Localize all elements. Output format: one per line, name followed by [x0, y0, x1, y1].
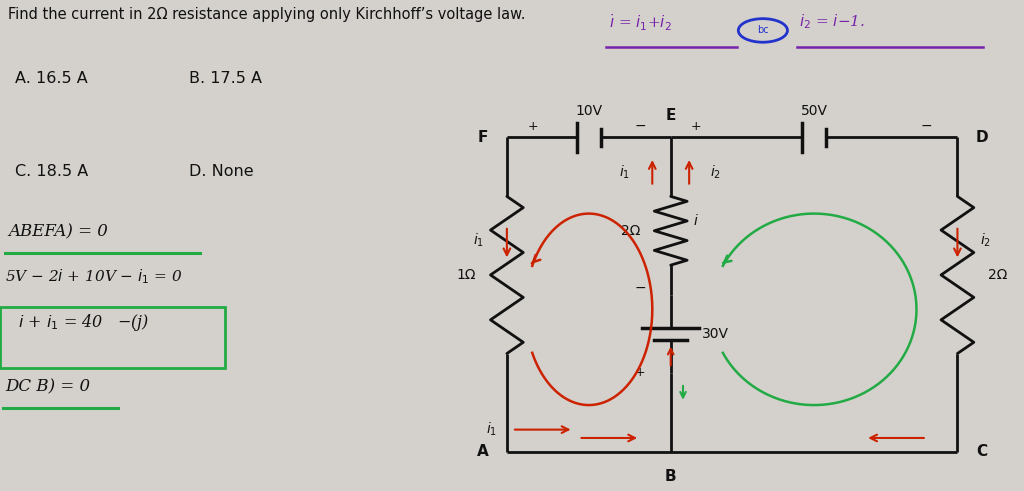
Text: $\dot{\imath}$ = $i_1$+$i_2$: $\dot{\imath}$ = $i_1$+$i_2$ — [609, 12, 672, 33]
Text: $i_1$: $i_1$ — [618, 163, 630, 181]
Text: DC B) = 0: DC B) = 0 — [5, 378, 90, 395]
Text: C. 18.5 A: C. 18.5 A — [15, 164, 89, 180]
Text: 30V: 30V — [701, 327, 728, 341]
Text: ABEFA) = 0: ABEFA) = 0 — [8, 223, 109, 241]
Text: D: D — [976, 130, 988, 145]
Text: $i$: $i$ — [693, 214, 699, 228]
Text: Find the current in 2Ω resistance applying only Kirchhoff’s voltage law.: Find the current in 2Ω resistance applyi… — [8, 7, 525, 23]
Text: C: C — [976, 444, 987, 459]
Text: 2Ω: 2Ω — [988, 268, 1008, 282]
Text: B: B — [665, 469, 677, 484]
Text: bc: bc — [757, 26, 769, 35]
Text: +: + — [527, 120, 538, 133]
Text: $i_2$: $i_2$ — [980, 232, 991, 249]
Text: $i$ + $i_1$ = 40   $-$(j): $i$ + $i_1$ = 40 $-$(j) — [18, 312, 150, 333]
Text: E: E — [666, 108, 676, 123]
Text: $i_1$: $i_1$ — [473, 232, 484, 249]
Text: +: + — [691, 120, 701, 133]
Text: 10V: 10V — [575, 104, 602, 118]
Text: A: A — [477, 444, 488, 459]
Text: $i_1$: $i_1$ — [485, 421, 497, 438]
Text: 2Ω: 2Ω — [621, 224, 640, 238]
Text: A. 16.5 A: A. 16.5 A — [15, 71, 88, 86]
Text: 50V: 50V — [801, 104, 827, 118]
Text: 1Ω: 1Ω — [457, 268, 476, 282]
Text: −: − — [634, 119, 646, 133]
Text: D. None: D. None — [189, 164, 254, 180]
Text: −: − — [921, 119, 933, 133]
Text: −: − — [634, 281, 646, 295]
Text: F: F — [478, 130, 488, 145]
Text: +: + — [635, 366, 645, 379]
Text: $i_2$: $i_2$ — [710, 163, 721, 181]
Text: $i_2$ = $i$$-$1.: $i_2$ = $i$$-$1. — [799, 12, 865, 31]
Text: 5V $-$ 2$i$ + 10V $-$ $i_1$ = 0: 5V $-$ 2$i$ + 10V $-$ $i_1$ = 0 — [5, 268, 182, 286]
Text: B. 17.5 A: B. 17.5 A — [189, 71, 262, 86]
